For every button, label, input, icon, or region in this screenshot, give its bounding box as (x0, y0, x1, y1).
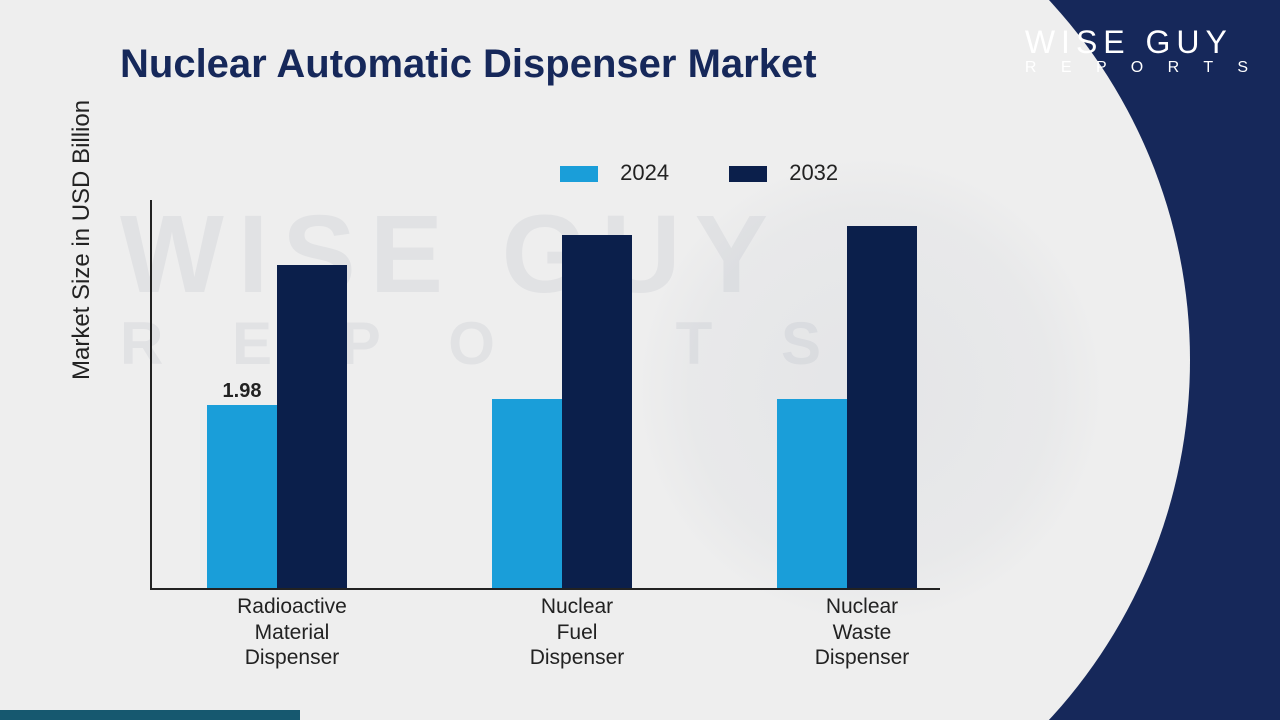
brand-logo-line2: R E P O R T S (1025, 59, 1258, 77)
page-root: WISE GUY R E P O R T S WISE GUY R E P O … (0, 0, 1280, 720)
legend-swatch-b (729, 166, 767, 182)
bar-wrap (847, 226, 917, 588)
legend-label-b: 2032 (789, 160, 838, 185)
category-label: RadioactiveMaterialDispenser (197, 588, 387, 671)
legend-swatch-a (560, 166, 598, 182)
bar-value-label: 1.98 (207, 380, 277, 405)
legend-item-a: 2024 (560, 160, 669, 186)
bar-b (847, 226, 917, 588)
legend-label-a: 2024 (620, 160, 669, 185)
legend-item-b: 2032 (729, 160, 838, 186)
bar-b (277, 265, 347, 588)
bar-wrap (562, 235, 632, 588)
bar-a (492, 399, 562, 588)
brand-logo-text: WISE GUY R E P O R T S (1025, 24, 1258, 77)
bottom-accent-bar (0, 710, 300, 720)
legend: 2024 2032 (560, 160, 838, 186)
chart-title: Nuclear Automatic Dispenser Market (120, 42, 817, 87)
bar-wrap (277, 265, 347, 588)
bar-wrap (492, 399, 562, 588)
category-label: NuclearFuelDispenser (482, 588, 672, 671)
bar-wrap (777, 399, 847, 588)
brand-logo-line1: WISE GUY (1025, 24, 1258, 61)
bar-a (777, 399, 847, 588)
bar-chart: 1.98RadioactiveMaterialDispenser NuclearF… (150, 200, 940, 590)
bar-a (207, 405, 277, 588)
bar-group: 1.98RadioactiveMaterialDispenser (207, 265, 377, 588)
category-label: NuclearWasteDispenser (767, 588, 957, 671)
y-axis-label: Market Size in USD Billion (68, 100, 96, 380)
bar-group: NuclearFuelDispenser (492, 235, 662, 588)
bar-b (562, 235, 632, 588)
bar-wrap: 1.98 (207, 405, 277, 588)
bar-group: NuclearWasteDispenser (777, 226, 947, 588)
